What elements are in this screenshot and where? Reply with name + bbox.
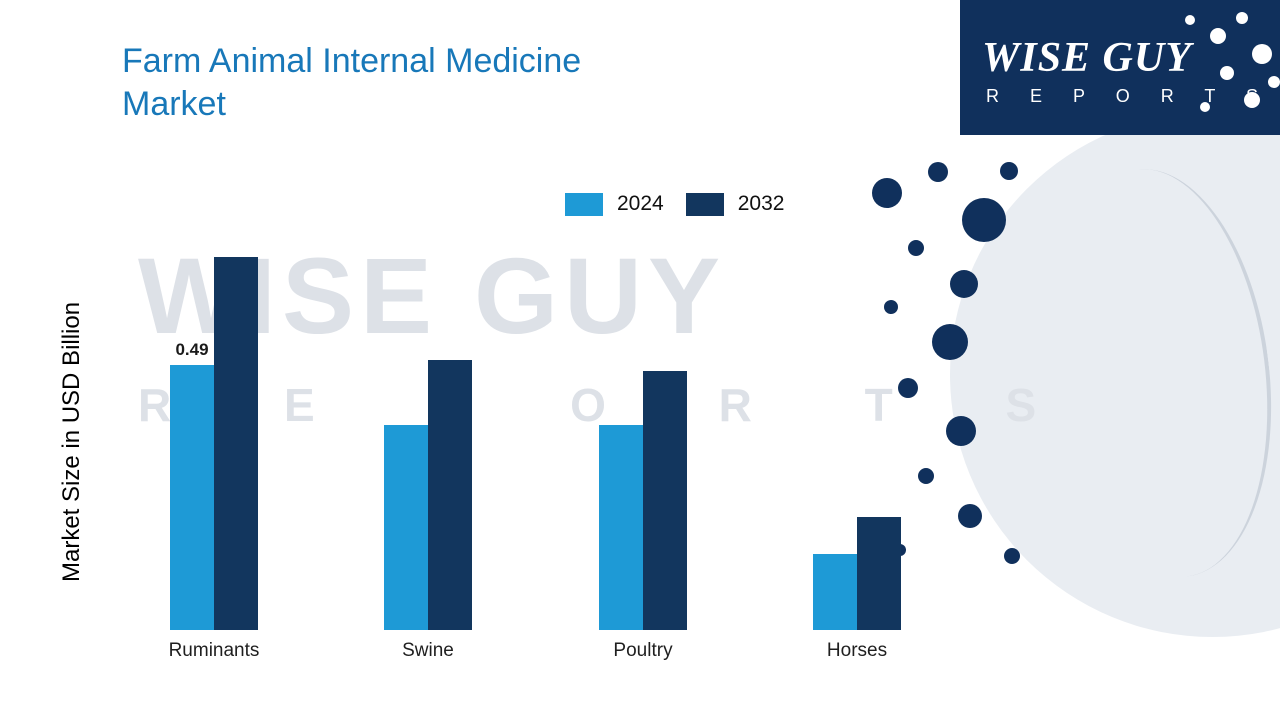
bar-2032-ruminants <box>214 257 258 630</box>
bar-2032-swine <box>428 360 472 630</box>
page-title-line2: Market <box>122 85 226 123</box>
category-label-swine: Swine <box>402 640 454 661</box>
plot-area: 0.49 Ruminants Swine Poultry Horses <box>140 210 940 661</box>
decorative-dot <box>872 178 902 208</box>
page-title: Farm Animal Internal Medicine Market <box>122 40 581 126</box>
category-label-horses: Horses <box>826 640 888 661</box>
decorative-dot <box>1244 92 1260 108</box>
bar-2024-horses <box>813 554 857 630</box>
bar-2024-poultry <box>599 425 643 630</box>
bar-value-label: 0.49 <box>175 340 209 359</box>
page-title-line1: Farm Animal Internal Medicine <box>122 42 582 80</box>
legend-label-2024: 2024 <box>617 192 664 215</box>
decorative-dot <box>1185 15 1195 25</box>
decorative-dot <box>1268 76 1280 88</box>
legend-swatch-2024 <box>565 192 603 216</box>
decorative-dot <box>884 300 898 314</box>
bar-group-ruminants: 0.49 Ruminants <box>169 257 259 661</box>
bar-2024-ruminants: 0.49 <box>170 340 214 630</box>
logo-panel: WISE GUY R E P O R T S <box>960 0 1280 135</box>
decorative-dot <box>950 270 978 298</box>
decorative-dot <box>962 198 1006 242</box>
legend-item-2032: 2032 <box>685 192 785 216</box>
logo-wordmark: WISE GUY <box>982 35 1192 81</box>
decorative-dot <box>928 162 948 182</box>
legend-label-2032: 2032 <box>737 192 785 215</box>
bar-group-poultry: Poultry <box>599 371 687 661</box>
decorative-dot <box>946 416 976 446</box>
bar-2032-poultry <box>643 371 687 630</box>
decorative-dot <box>918 468 934 484</box>
decorative-dot <box>1252 44 1272 64</box>
decorative-dot <box>1004 548 1020 564</box>
legend-item-2024: 2024 <box>565 192 664 216</box>
decorative-dot <box>898 378 918 398</box>
decorative-dot <box>908 240 924 256</box>
y-axis-label: Market Size in USD Billion <box>58 301 85 582</box>
decorative-dot <box>1210 28 1226 44</box>
decorative-dot <box>1236 12 1248 24</box>
bar-group-horses: Horses <box>813 517 901 661</box>
bar-2024-swine <box>384 425 428 630</box>
logo-subtitle: R E P O R T S <box>986 86 1272 106</box>
legend-swatch-2032 <box>685 192 724 216</box>
category-label-ruminants: Ruminants <box>168 640 260 661</box>
category-label-poultry: Poultry <box>613 640 673 661</box>
decorative-dot <box>1000 162 1018 180</box>
decorative-dot <box>958 504 982 528</box>
watermark-line2: R E P O R T S <box>138 379 1087 431</box>
bar-group-swine: Swine <box>384 360 472 661</box>
chart-legend: 2024 2032 <box>565 192 784 216</box>
decorative-dot <box>1220 66 1234 80</box>
bar-2032-horses <box>857 517 901 630</box>
decorative-dot <box>932 324 968 360</box>
decorative-dot <box>1200 102 1210 112</box>
